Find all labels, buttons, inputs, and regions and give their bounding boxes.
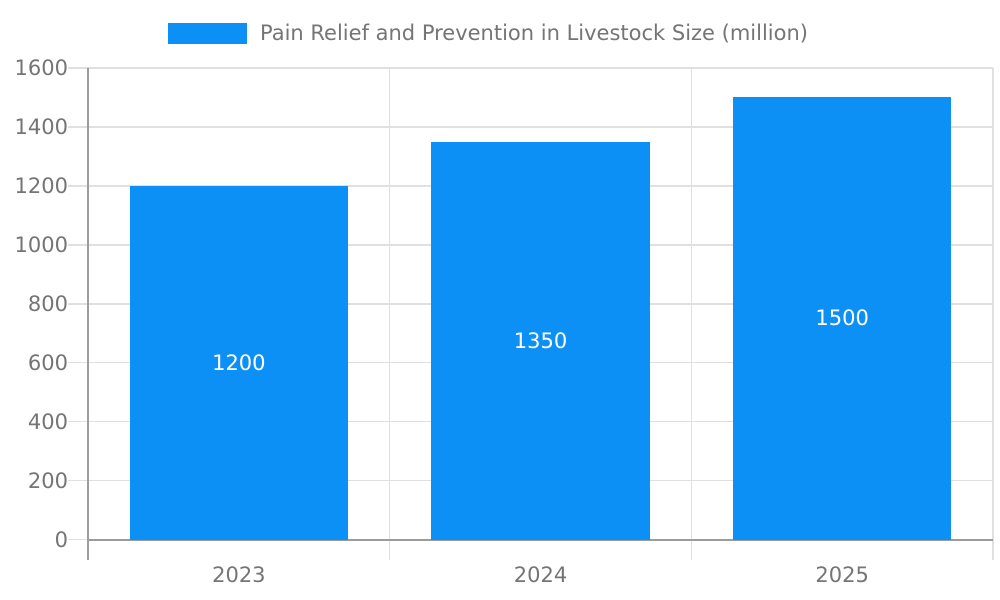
x-tick-label: 2025 bbox=[815, 563, 869, 587]
y-tick-label: 800 bbox=[27, 291, 68, 316]
y-axis-tick bbox=[68, 303, 88, 305]
y-tick-label: 1600 bbox=[14, 56, 68, 80]
y-tick-label: 1400 bbox=[14, 114, 68, 139]
gridline-vertical bbox=[690, 68, 693, 540]
x-tick-label: 2024 bbox=[513, 563, 568, 587]
gridline-horizontal bbox=[88, 126, 993, 128]
y-axis-tick bbox=[68, 479, 88, 482]
bar-value-label: 1350 bbox=[513, 328, 568, 353]
y-tick-label: 1000 bbox=[14, 232, 68, 257]
bar-value-label: 1200 bbox=[212, 350, 266, 375]
bar[interactable] bbox=[129, 185, 348, 540]
bar-value-label: 1500 bbox=[815, 306, 869, 331]
y-axis-tick bbox=[68, 420, 88, 423]
legend[interactable]: Pain Relief and Prevention in Livestock … bbox=[168, 22, 808, 44]
gridline-vertical bbox=[992, 68, 994, 540]
legend-label: Pain Relief and Prevention in Livestock … bbox=[260, 21, 808, 45]
gridline-vertical bbox=[388, 68, 391, 540]
x-axis-line bbox=[88, 538, 993, 541]
x-axis-tick bbox=[388, 539, 391, 560]
y-tick-label: 1200 bbox=[14, 173, 68, 198]
y-axis-tick bbox=[68, 538, 88, 541]
bar[interactable] bbox=[431, 141, 650, 540]
y-tick-label: 200 bbox=[27, 468, 68, 493]
legend-swatch bbox=[168, 22, 247, 44]
y-axis-tick bbox=[68, 67, 88, 69]
y-tick-label: 0 bbox=[54, 527, 68, 552]
y-axis-tick bbox=[68, 126, 88, 128]
y-axis-tick bbox=[68, 244, 88, 246]
y-axis-tick bbox=[68, 361, 88, 364]
y-tick-label: 400 bbox=[27, 409, 68, 434]
gridline-horizontal bbox=[88, 67, 993, 69]
x-tick-label: 2023 bbox=[212, 563, 266, 587]
y-axis-line bbox=[87, 68, 89, 560]
bar[interactable] bbox=[733, 97, 952, 540]
y-axis-tick bbox=[68, 185, 88, 187]
y-tick-label: 600 bbox=[27, 350, 68, 375]
x-axis-tick bbox=[992, 539, 994, 560]
x-axis-tick bbox=[690, 539, 693, 560]
